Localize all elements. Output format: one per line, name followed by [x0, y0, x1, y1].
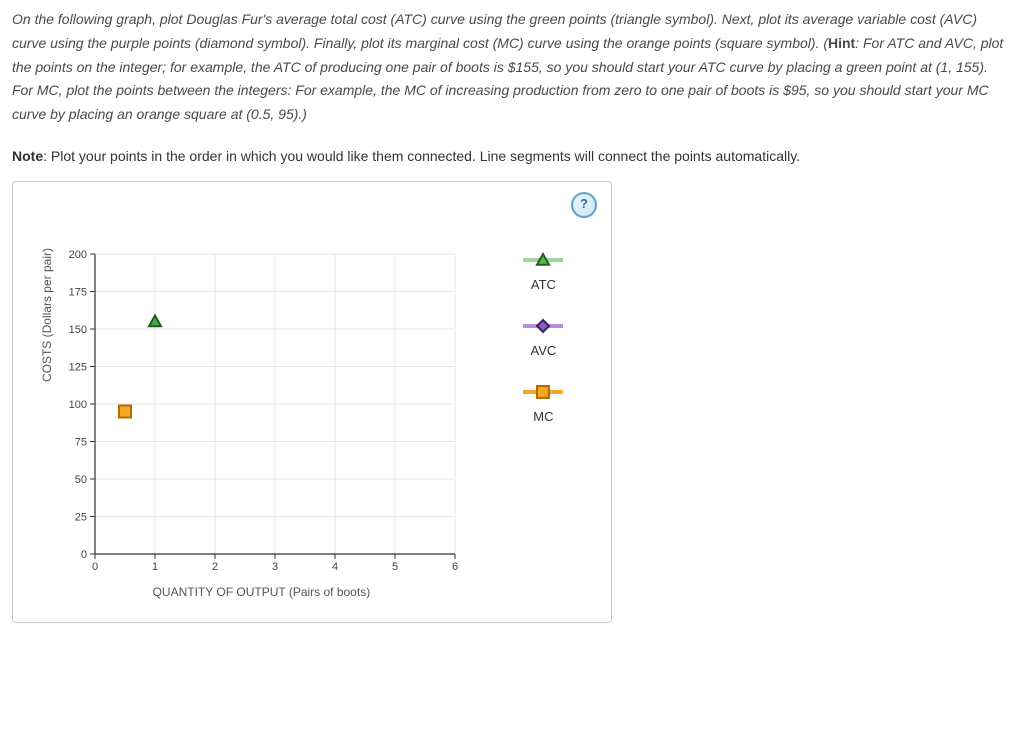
svg-text:50: 50: [75, 474, 87, 486]
legend-label: MC: [533, 406, 553, 428]
svg-text:0: 0: [92, 561, 98, 573]
x-axis-label: QUANTITY OF OUTPUT (Pairs of boots): [61, 582, 461, 602]
svg-text:4: 4: [332, 561, 338, 573]
legend-item-avc[interactable]: AVC: [521, 318, 565, 362]
svg-text:25: 25: [75, 511, 87, 523]
svg-text:150: 150: [69, 324, 87, 336]
instructions-text: On the following graph, plot Douglas Fur…: [12, 8, 1012, 127]
legend-label: ATC: [531, 274, 556, 296]
legend-label: AVC: [531, 340, 557, 362]
svg-text:3: 3: [272, 561, 278, 573]
svg-text:100: 100: [69, 399, 87, 411]
svg-text:1: 1: [152, 561, 158, 573]
cost-chart[interactable]: 0 1 2 3 4 5 6 0 25 50 75 100 125 150 175 200: [61, 248, 461, 578]
svg-text:200: 200: [69, 249, 87, 261]
svg-text:125: 125: [69, 361, 87, 373]
legend-item-atc[interactable]: ATC: [521, 252, 565, 296]
chart-legend: ATC AVC MC: [521, 252, 565, 450]
help-icon[interactable]: ?: [571, 192, 597, 218]
svg-text:175: 175: [69, 286, 87, 298]
legend-item-mc[interactable]: MC: [521, 384, 565, 428]
svg-text:5: 5: [392, 561, 398, 573]
svg-text:0: 0: [81, 549, 87, 561]
svg-text:6: 6: [452, 561, 458, 573]
svg-text:2: 2: [212, 561, 218, 573]
graph-panel: ? COSTS (Dollars per pair) 0 1 2 3 4 5 6 0 25 50 7…: [12, 181, 612, 623]
note-text: Note: Plot your points in the order in w…: [12, 145, 1012, 169]
svg-text:75: 75: [75, 436, 87, 448]
y-axis-label: COSTS (Dollars per pair): [37, 248, 57, 382]
